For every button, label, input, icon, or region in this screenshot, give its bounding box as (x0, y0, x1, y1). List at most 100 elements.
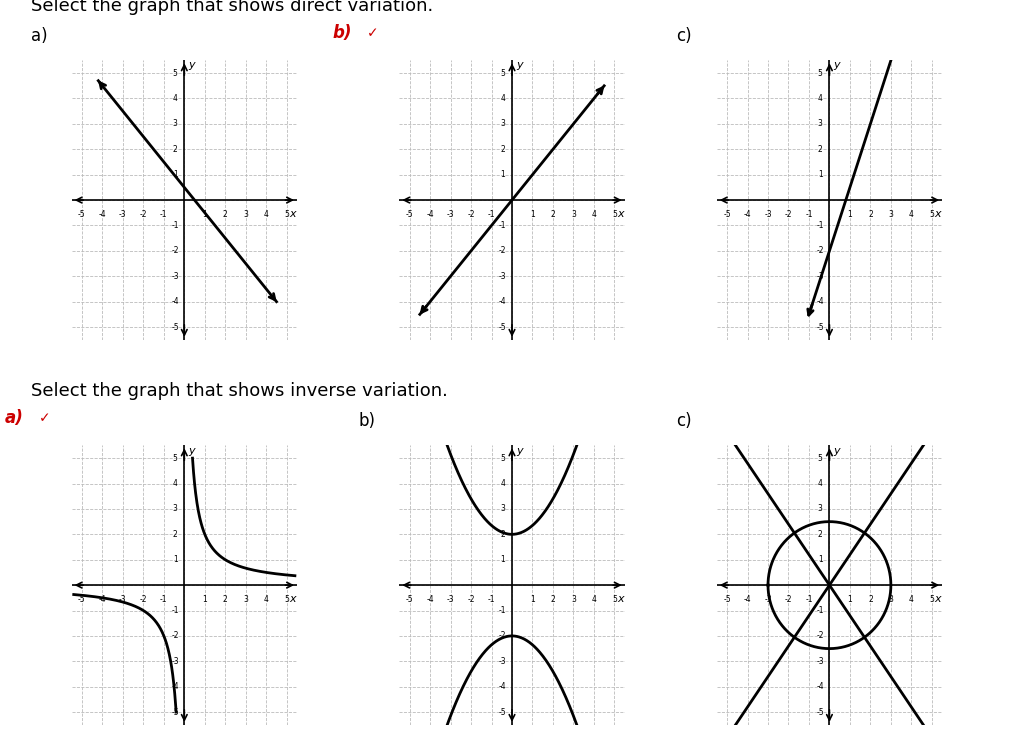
Text: -5: -5 (171, 707, 179, 716)
Text: 2: 2 (818, 145, 822, 154)
Text: x: x (617, 594, 624, 604)
Text: -2: -2 (139, 210, 147, 218)
Text: 1: 1 (818, 170, 822, 179)
Text: Select the graph that shows inverse variation.: Select the graph that shows inverse vari… (31, 382, 447, 400)
Text: 1: 1 (173, 555, 177, 564)
Text: -5: -5 (499, 707, 507, 716)
Text: 4: 4 (592, 210, 596, 218)
Text: ✓: ✓ (39, 411, 50, 425)
Text: -4: -4 (816, 683, 824, 692)
Text: -2: -2 (171, 246, 179, 255)
Text: -4: -4 (426, 210, 434, 218)
Text: 5: 5 (612, 210, 616, 218)
Text: -2: -2 (171, 631, 179, 640)
Text: -3: -3 (499, 657, 507, 666)
Text: 4: 4 (173, 94, 177, 103)
Text: -1: -1 (487, 595, 496, 603)
Text: -3: -3 (119, 210, 127, 218)
Text: 4: 4 (909, 210, 913, 218)
Text: -3: -3 (816, 272, 824, 281)
Text: y: y (516, 445, 522, 455)
Text: -4: -4 (171, 683, 179, 692)
Text: 3: 3 (173, 119, 177, 128)
Text: 3: 3 (501, 504, 505, 513)
Text: 3: 3 (571, 595, 575, 603)
Text: 1: 1 (173, 170, 177, 179)
Text: -1: -1 (805, 595, 813, 603)
Text: 2: 2 (173, 145, 177, 154)
Text: x: x (935, 209, 941, 219)
Text: -2: -2 (816, 631, 824, 640)
Text: 4: 4 (173, 479, 177, 488)
Text: -1: -1 (171, 606, 179, 615)
Text: 2: 2 (868, 210, 872, 218)
Text: -1: -1 (487, 210, 496, 218)
Text: x: x (935, 594, 941, 604)
Text: 4: 4 (264, 595, 268, 603)
Text: 2: 2 (818, 530, 822, 539)
Text: 1: 1 (501, 170, 505, 179)
Text: -5: -5 (78, 595, 86, 603)
Text: 1: 1 (530, 595, 535, 603)
Text: -5: -5 (723, 595, 731, 603)
Text: 1: 1 (203, 595, 207, 603)
Text: -3: -3 (446, 595, 455, 603)
Text: 4: 4 (264, 210, 268, 218)
Text: -5: -5 (723, 210, 731, 218)
Text: -2: -2 (499, 246, 507, 255)
Text: c): c) (676, 27, 691, 45)
Text: -2: -2 (467, 210, 475, 218)
Text: a): a) (5, 408, 24, 427)
Text: -1: -1 (499, 606, 507, 615)
Text: -3: -3 (499, 272, 507, 281)
Text: 5: 5 (818, 69, 822, 78)
Text: a): a) (31, 27, 47, 45)
Text: x: x (617, 209, 624, 219)
Text: -3: -3 (816, 657, 824, 666)
Text: 2: 2 (223, 595, 227, 603)
Text: 2: 2 (173, 530, 177, 539)
Text: 5: 5 (285, 210, 289, 218)
Text: -4: -4 (171, 297, 179, 307)
Text: -4: -4 (499, 683, 507, 692)
Text: c): c) (676, 412, 691, 430)
Text: 5: 5 (173, 69, 177, 78)
Text: y: y (834, 445, 840, 455)
Text: y: y (188, 60, 195, 70)
Text: 2: 2 (501, 145, 505, 154)
Text: 5: 5 (930, 595, 934, 603)
Text: -5: -5 (171, 322, 179, 331)
Text: 5: 5 (501, 69, 505, 78)
Text: 2: 2 (551, 210, 555, 218)
Text: 5: 5 (501, 454, 505, 463)
Text: 5: 5 (173, 454, 177, 463)
Text: 4: 4 (501, 479, 505, 488)
Text: 3: 3 (889, 595, 893, 603)
Text: 4: 4 (818, 479, 822, 488)
Text: -2: -2 (784, 595, 793, 603)
Text: -3: -3 (764, 595, 772, 603)
Text: -3: -3 (446, 210, 455, 218)
Text: 1: 1 (848, 210, 852, 218)
Text: 5: 5 (930, 210, 934, 218)
Text: -3: -3 (119, 595, 127, 603)
Text: 4: 4 (592, 595, 596, 603)
Text: Select the graph that shows direct variation.: Select the graph that shows direct varia… (31, 0, 433, 15)
Text: 1: 1 (203, 210, 207, 218)
Text: -3: -3 (171, 657, 179, 666)
Text: 4: 4 (818, 94, 822, 103)
Text: -5: -5 (816, 707, 824, 716)
Text: -2: -2 (499, 631, 507, 640)
Text: -1: -1 (816, 221, 824, 230)
Text: -2: -2 (139, 595, 147, 603)
Text: 3: 3 (818, 119, 822, 128)
Text: 1: 1 (501, 555, 505, 564)
Text: 2: 2 (223, 210, 227, 218)
Text: 3: 3 (889, 210, 893, 218)
Text: 1: 1 (818, 555, 822, 564)
Text: -5: -5 (406, 595, 414, 603)
Text: -4: -4 (816, 297, 824, 307)
Text: -5: -5 (78, 210, 86, 218)
Text: -5: -5 (816, 322, 824, 331)
Text: -4: -4 (98, 595, 106, 603)
